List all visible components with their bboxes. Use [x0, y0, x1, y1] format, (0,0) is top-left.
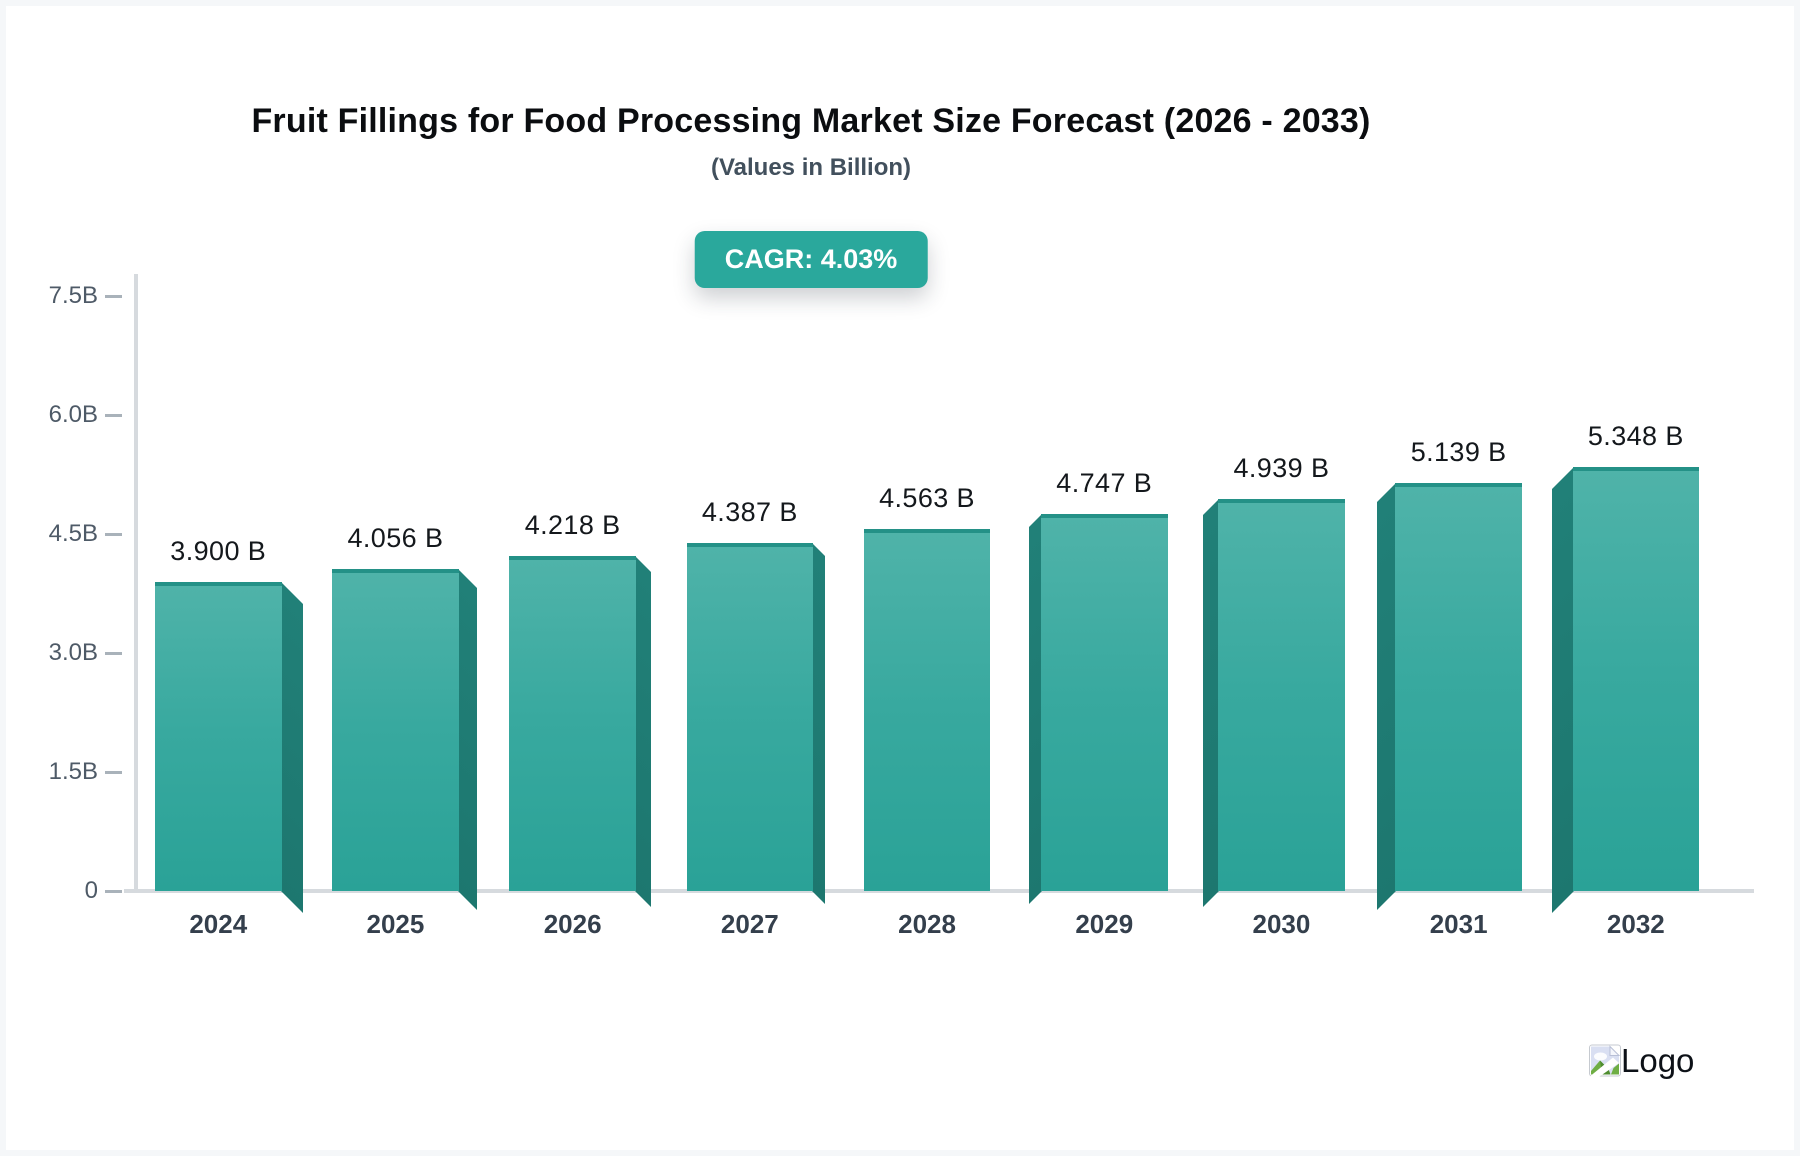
y-tick-dash	[105, 413, 122, 417]
bar-side-face	[1377, 483, 1397, 910]
bar-side-face	[1203, 499, 1220, 907]
bar-2032[interactable]	[1572, 466, 1700, 891]
bar-2026[interactable]	[509, 556, 636, 891]
x-axis-line	[124, 889, 1754, 893]
y-tick-label: 4.5B	[48, 520, 98, 547]
y-axis-line	[134, 274, 138, 893]
y-tick-dash	[105, 651, 122, 655]
bar-side-face	[812, 542, 826, 904]
y-tick-dash	[105, 770, 122, 774]
bar-value-label: 4.387 B	[701, 496, 798, 527]
plot-area: 0 1.5B 3.0B 4.5B 6.0B 7.5B 3.900 B 2024 4.056 B 2…	[6, 6, 1800, 1156]
bar-value-label: 4.747 B	[1056, 468, 1153, 499]
x-axis-label-2026: 2026	[543, 909, 602, 939]
bar-2027[interactable]	[686, 542, 814, 891]
bar-side-face	[1551, 466, 1574, 913]
bar-2024[interactable]	[155, 581, 282, 891]
y-tick-dash	[105, 532, 122, 536]
x-axis-label-2029: 2029	[1075, 909, 1134, 939]
logo[interactable]: Logo	[1589, 1044, 1694, 1077]
y-tick-dash	[105, 294, 122, 298]
bar-side-face	[457, 569, 477, 910]
x-axis-label-2025: 2025	[366, 909, 425, 939]
chart-title: Fruit Fillings for Food Processing Marke…	[251, 102, 1371, 140]
cagr-badge: CAGR: 4.03%	[694, 231, 928, 288]
bar-value-label: 3.900 B	[170, 535, 267, 566]
y-tick-dash	[105, 889, 122, 893]
bar-value-label: 4.056 B	[347, 523, 444, 554]
bar-value-label: 5.348 B	[1587, 420, 1684, 451]
bar-2028[interactable]	[863, 529, 991, 891]
y-tick-label: 0	[84, 877, 98, 904]
bar-value-label: 4.218 B	[524, 510, 621, 541]
bar-side-face	[280, 581, 303, 913]
x-axis-label-2027: 2027	[720, 909, 779, 939]
y-tick-label: 7.5B	[48, 282, 98, 309]
y-tick-label: 6.0B	[48, 401, 98, 428]
chart-card: Fruit Fillings for Food Processing Marke…	[6, 6, 1794, 1150]
x-axis-label-2031: 2031	[1429, 909, 1488, 939]
x-axis-label-2024: 2024	[189, 909, 248, 939]
broken-image-icon	[1589, 1044, 1621, 1077]
x-axis-label-2032: 2032	[1606, 909, 1665, 939]
bar-value-label: 4.563 B	[879, 483, 975, 513]
logo-alt-text: Logo	[1621, 1042, 1695, 1079]
y-tick-label: 3.0B	[48, 639, 98, 666]
x-axis-label-2028: 2028	[898, 909, 956, 939]
bar-2031[interactable]	[1395, 483, 1522, 891]
bar-value-label: 5.139 B	[1410, 437, 1507, 468]
bar-2029[interactable]	[1041, 514, 1168, 891]
bar-2025[interactable]	[332, 569, 459, 891]
bar-2030[interactable]	[1218, 499, 1345, 891]
x-axis-label-2030: 2030	[1252, 909, 1311, 939]
chart-subtitle: (Values in Billion)	[710, 154, 912, 181]
y-tick-label: 1.5B	[48, 758, 98, 785]
bar-value-label: 4.939 B	[1233, 453, 1330, 484]
bar-side-face	[634, 556, 651, 907]
